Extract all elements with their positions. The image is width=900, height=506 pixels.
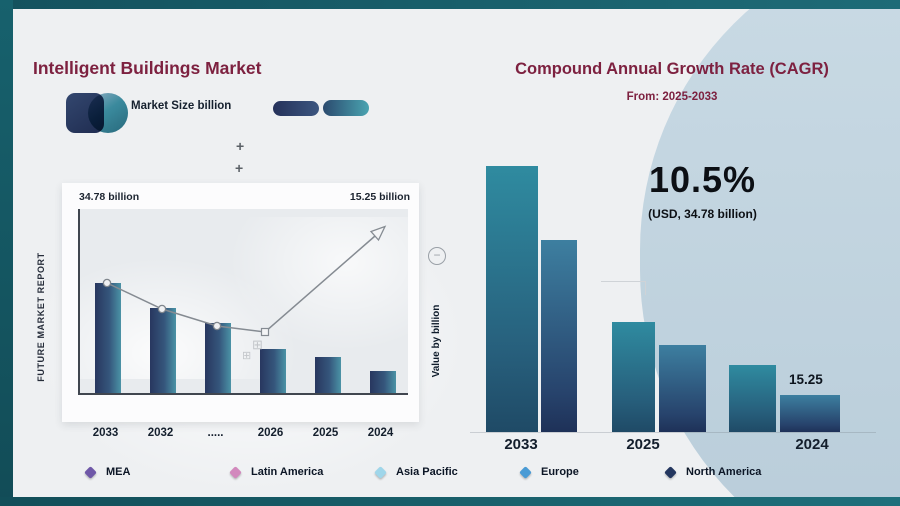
- plus-icon: +: [236, 138, 245, 154]
- cagr-value: 10.5%: [648, 159, 757, 200]
- right-tick: 2033: [504, 436, 538, 453]
- right-tick: 2025: [626, 436, 660, 453]
- plus-icon: +: [235, 160, 244, 176]
- legend-diamond-icon: [664, 465, 677, 479]
- left-bar-2033: [94, 283, 121, 393]
- cagr-note: (USD, 34.78 billion): [648, 207, 757, 221]
- legend-label: Asia Pacific: [396, 466, 458, 478]
- cagr-subtitle: From: 2025-2033: [626, 91, 718, 103]
- left-bar-2026: [259, 349, 286, 393]
- bottom-frame-bar: [0, 497, 900, 506]
- trend-line-with-arrow: [102, 225, 387, 337]
- step-decoration: [601, 281, 646, 295]
- grid-icon: ⊞: [242, 350, 252, 362]
- left-tick: .....: [207, 427, 224, 439]
- left-tick: 2033: [92, 427, 119, 439]
- legend-diamond-icon: [374, 465, 387, 479]
- left-bar-2025: [314, 357, 341, 393]
- legend-label: MEA: [106, 466, 131, 478]
- left-bar-2024: [369, 371, 396, 393]
- annotation-15-25-billion: 15.25 billion: [349, 191, 410, 203]
- left-tick: 2025: [312, 427, 339, 439]
- right-bar-2025-primary: [612, 322, 655, 432]
- right-bar-2024-secondary: [780, 395, 840, 432]
- left-bar-2032: [149, 308, 176, 393]
- right-bar-2024-primary: [729, 365, 776, 432]
- right-bar-2033-secondary: [541, 240, 577, 432]
- legend-pill-navy: [273, 101, 319, 116]
- minus-circle-icon: −: [428, 247, 446, 265]
- legend-pill-teal: [323, 100, 369, 116]
- left-chart-panel: 34.78 billion 15.25 billion ⊞ ⊞: [62, 183, 419, 422]
- region-legend: MEA Latin America Asia Pacific Europe North …: [84, 465, 811, 479]
- market-size-legend-label: Market Size billion: [131, 100, 232, 112]
- right-baseline: [470, 432, 876, 433]
- value-annotation-15-25: 15.25: [789, 372, 823, 387]
- right-bar-2025-secondary: [659, 345, 706, 432]
- left-axis-ticks: 2033 2032..... 2026 2025 2024: [78, 427, 408, 443]
- right-tick: 2024: [795, 436, 829, 453]
- legend-label: Latin America: [251, 466, 324, 478]
- legend-item-mea: MEA: [84, 465, 231, 479]
- watermark-label: FUTURE MARKET REPORT: [36, 252, 46, 382]
- legend-label: Europe: [541, 466, 579, 478]
- left-plot-area: ⊞ ⊞: [78, 209, 408, 395]
- annotation-34-78-billion: 34.78 billion: [79, 191, 140, 203]
- legend-item-europe: Europe: [519, 465, 666, 479]
- legend-label: North America: [686, 466, 762, 478]
- legend-diamond-icon: [519, 465, 532, 479]
- legend-diamond-icon: [229, 465, 242, 479]
- grid-icon: ⊞: [252, 337, 263, 352]
- left-bars: [80, 209, 408, 393]
- legend-item-latin-america: Latin America: [229, 465, 376, 479]
- logo-circle-icon: [88, 93, 128, 133]
- cagr-title: Compound Annual Growth Rate (CAGR): [515, 60, 829, 78]
- left-bar-.....: [204, 323, 231, 393]
- legend-item-north-america: North America: [664, 465, 811, 479]
- left-tick: 2024: [367, 427, 394, 439]
- left-tick: 2032: [147, 427, 174, 439]
- left-tick: 2026: [257, 427, 284, 439]
- top-frame-bar: [0, 0, 900, 9]
- legend-diamond-icon: [84, 465, 97, 479]
- legend-item-asia-pacific: Asia Pacific: [374, 465, 521, 479]
- page-title: Intelligent Buildings Market: [33, 58, 262, 78]
- left-frame-bar: [0, 0, 13, 506]
- right-y-axis-label: Value by billion: [431, 304, 442, 378]
- right-bar-2033-primary: [486, 166, 538, 432]
